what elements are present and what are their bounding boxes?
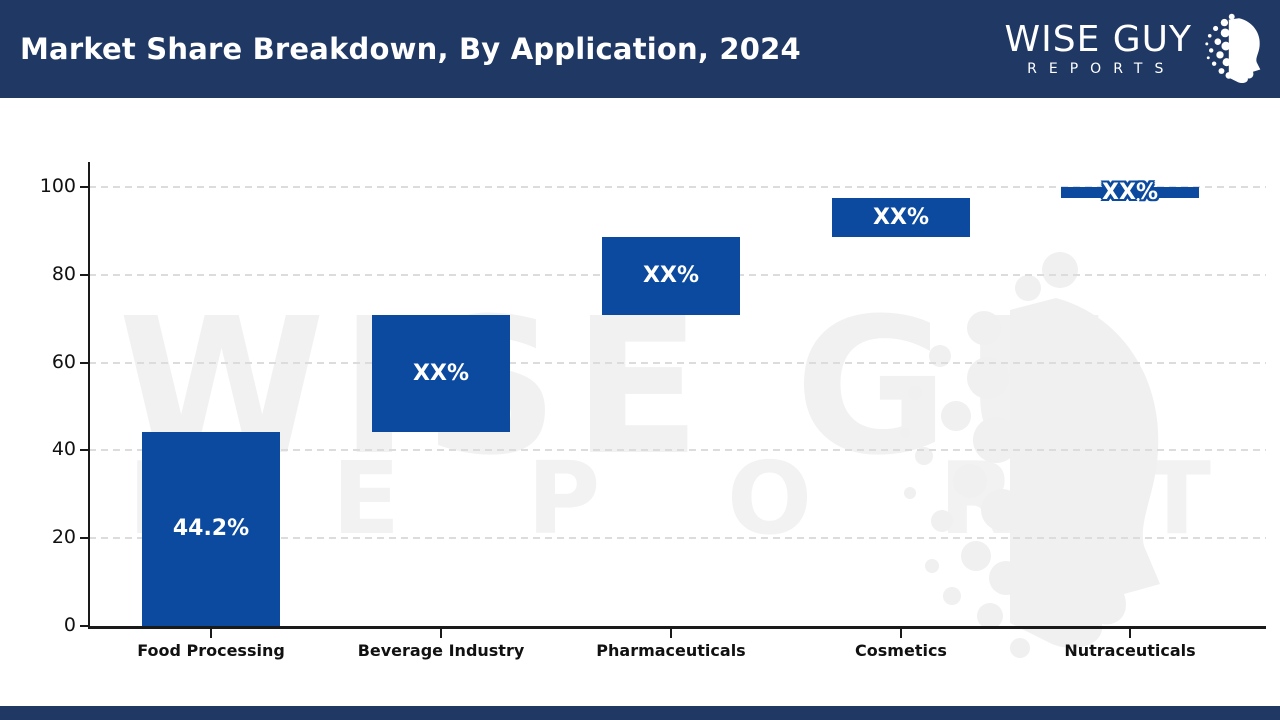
header-bar: Market Share Breakdown, By Application, … [0,0,1280,98]
y-axis-tick-label: 40 [51,438,76,461]
bar-value-label: 44.2% [172,516,250,542]
y-axis-line [88,162,90,628]
x-axis-tick [1129,629,1131,638]
y-axis-tick [80,186,89,188]
y-gridline [89,537,1266,540]
bar-food-processing: 44.2% [142,431,280,626]
y-axis-tick [80,537,89,540]
brand-logo: WISE GUY REPORTS [1005,10,1280,88]
brand-name: WISE GUY [1004,19,1192,61]
x-axis-tick [900,629,902,638]
x-axis-category-label: Cosmetics [855,641,947,660]
y-axis-tick-label: 20 [51,526,76,549]
x-axis-tick [440,629,442,638]
y-axis-tick [80,273,89,276]
bar-cosmetics: XX% [832,198,970,238]
y-axis-tick [80,625,89,627]
bar-value-label: XX% [873,205,929,231]
y-axis-tick [80,449,89,452]
x-axis-category-label: Pharmaceuticals [596,641,746,660]
bar-value-label: XX% [413,360,469,386]
bar-nutraceuticals: XX% [1061,180,1199,205]
brand-logo-text: WISE GUY REPORTS [1005,21,1193,77]
y-gridline [89,186,1266,188]
brand-subtitle: REPORTS [1027,60,1176,77]
bar-beverage-industry: XX% [372,314,510,432]
bar-value-label: XX% [1102,180,1158,206]
y-axis-tick-label: 80 [51,262,76,285]
x-axis-category-label: Beverage Industry [357,641,525,660]
y-gridline [89,361,1266,364]
bar-pharmaceuticals: XX% [602,237,740,315]
y-axis-tick-label: 100 [39,175,76,197]
page-title: Market Share Breakdown, By Application, … [20,32,801,66]
x-axis-line [88,626,1266,629]
x-axis-tick [210,629,212,638]
y-axis-tick [80,361,89,364]
x-axis-tick [670,629,672,638]
y-gridline [89,449,1266,452]
bar-value-label: XX% [643,263,699,289]
y-axis-tick-label: 60 [51,350,76,373]
x-axis-category-label: Nutraceuticals [1064,641,1196,660]
y-axis-tick-label: 0 [63,614,76,636]
footer-bar [0,706,1280,720]
brand-face-icon [1205,13,1261,84]
x-axis-category-label: Food Processing [137,641,285,660]
